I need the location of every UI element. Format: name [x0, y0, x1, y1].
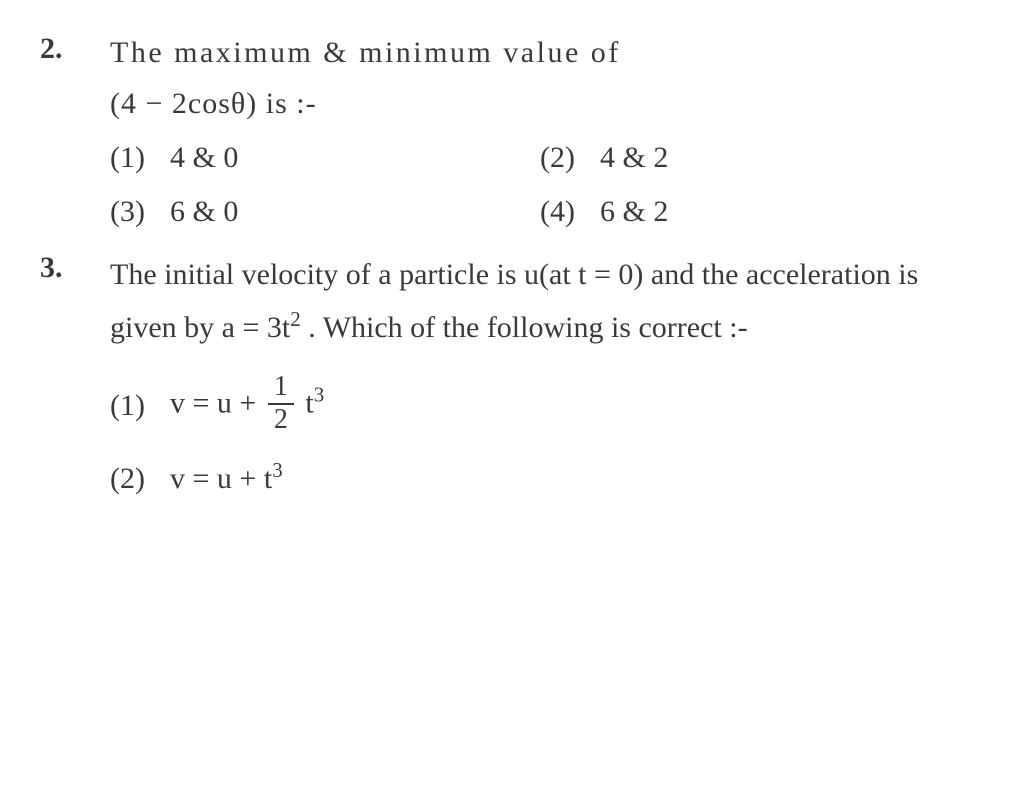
- question-2-option-row-1: (1) 4 & 0 (2) 4 & 2: [110, 141, 984, 175]
- question-2: 2. The maximum & minimum value of (4 − 2…: [40, 30, 984, 229]
- question-2-option-3: (3) 6 & 0: [110, 195, 540, 229]
- q3-opt1-sup: 3: [314, 383, 325, 407]
- question-2-options: (1) 4 & 0 (2) 4 & 2 (3) 6 & 0 (4) 6 & 2: [110, 141, 984, 229]
- option-label: (1): [110, 141, 170, 175]
- question-2-header: 2. The maximum & minimum value of (4 − 2…: [40, 30, 984, 127]
- fraction-den: 2: [268, 405, 294, 436]
- q3-opt2-sup: 3: [272, 458, 283, 482]
- question-3-option-1: (1) v = u + 12 t3: [110, 374, 984, 438]
- question-2-option-2: (2) 4 & 2: [540, 141, 668, 175]
- question-3-header: 3. The initial velocity of a particle is…: [40, 249, 984, 354]
- option-text: 4 & 0: [170, 141, 540, 175]
- option-text: 6 & 0: [170, 195, 540, 229]
- option-label: (2): [540, 141, 600, 175]
- q3-opt1-post: t: [298, 387, 314, 420]
- q3-l2-tail: . Which: [301, 311, 403, 344]
- q3-opt1-pre: v = u +: [170, 387, 264, 420]
- question-2-option-row-2: (3) 6 & 0 (4) 6 & 2: [110, 195, 984, 229]
- option-label: (3): [110, 195, 170, 229]
- option-label: (4): [540, 195, 600, 229]
- question-2-number: 2.: [40, 30, 110, 66]
- page: 2. The maximum & minimum value of (4 − 2…: [0, 0, 1024, 550]
- q3-opt2-pre: v = u + t: [170, 462, 272, 495]
- question-2-stem-line1: The maximum & minimum value of: [110, 30, 984, 77]
- question-3-option-2: (2) v = u + t3: [110, 462, 984, 496]
- question-3-stem-line1: The initial velocity of a particle is u(…: [110, 258, 643, 291]
- question-2-stem-line2: (4 − 2cosθ) is :-: [110, 81, 984, 128]
- option-text: 4 & 2: [600, 141, 668, 175]
- option-text: 6 & 2: [600, 195, 668, 229]
- option-text: v = u + t3: [170, 462, 984, 496]
- question-2-option-1: (1) 4 & 0: [110, 141, 540, 175]
- question-3-stem-line3: of the following is correct :-: [410, 311, 747, 344]
- fraction: 12: [268, 372, 294, 436]
- option-label: (2): [110, 462, 170, 496]
- question-3-number: 3.: [40, 249, 110, 285]
- question-2-option-4: (4) 6 & 2: [540, 195, 668, 229]
- fraction-num: 1: [268, 372, 294, 405]
- question-3-body: The initial velocity of a particle is u(…: [110, 249, 984, 354]
- question-3: 3. The initial velocity of a particle is…: [40, 249, 984, 496]
- option-label: (1): [110, 389, 170, 423]
- question-3-options: (1) v = u + 12 t3 (2) v = u + t3: [110, 374, 984, 496]
- question-2-body: The maximum & minimum value of (4 − 2cos…: [110, 30, 984, 127]
- option-text: v = u + 12 t3: [170, 374, 984, 438]
- q3-l2-sup: 2: [290, 307, 301, 331]
